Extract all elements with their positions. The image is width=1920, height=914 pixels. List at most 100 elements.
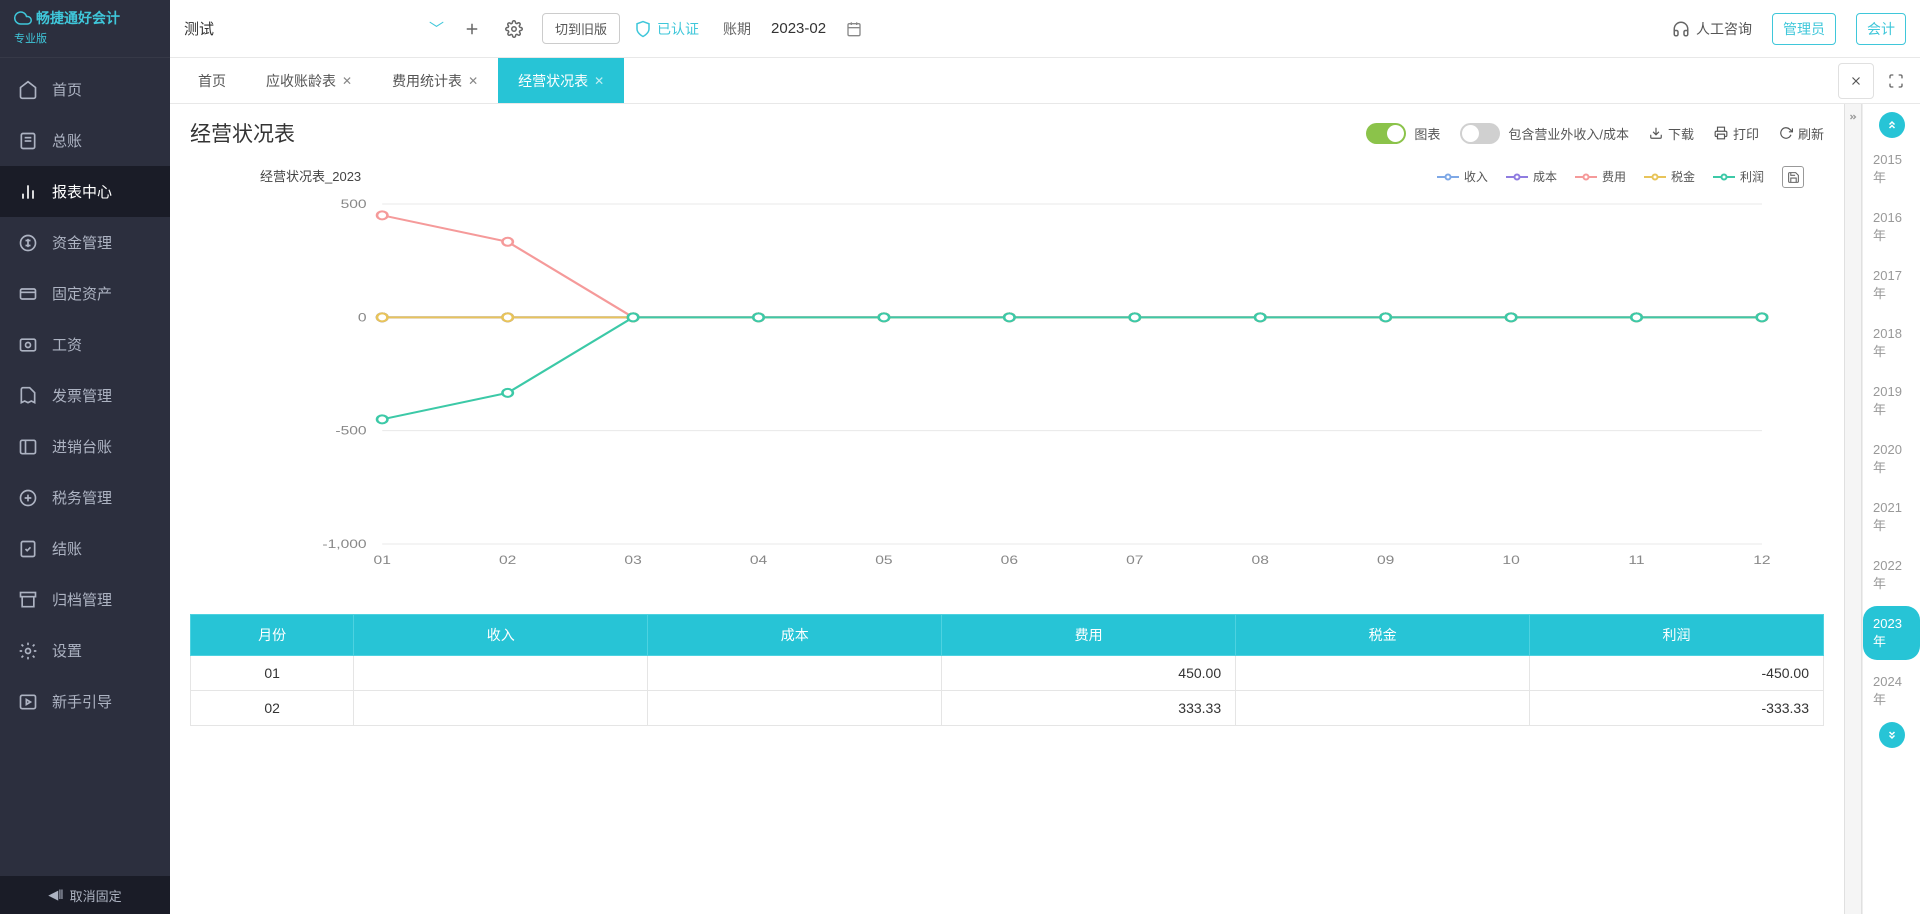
calendar-icon [846, 21, 862, 37]
svg-text:-500: -500 [335, 423, 367, 437]
sidebar-item-asset[interactable]: 固定资产 [0, 268, 170, 319]
archive-icon [18, 590, 38, 610]
legend-label: 税金 [1671, 168, 1695, 185]
year-up-button[interactable] [1879, 112, 1905, 138]
add-button[interactable] [458, 15, 486, 43]
svg-text:05: 05 [875, 553, 893, 567]
tab-close-all-button[interactable] [1838, 63, 1874, 99]
year-item[interactable]: 2020年 [1863, 432, 1920, 486]
legend-item[interactable]: 费用 [1575, 168, 1626, 185]
close-icon [1849, 74, 1863, 88]
print-button[interactable]: 打印 [1714, 124, 1759, 143]
year-item[interactable]: 2022年 [1863, 548, 1920, 602]
sidebar-item-close[interactable]: 结账 [0, 523, 170, 574]
pin-toggle[interactable]: ◀‖ 取消固定 [0, 876, 170, 914]
sidebar-item-home[interactable]: 首页 [0, 64, 170, 115]
tab[interactable]: 应收账龄表 ✕ [246, 58, 372, 103]
page-title: 经营状况表 [190, 118, 295, 148]
support-label: 人工咨询 [1696, 19, 1752, 39]
year-item[interactable]: 2018年 [1863, 316, 1920, 370]
content: 经营状况表 图表 包含营业外收入/成本 下载 [170, 104, 1920, 914]
tab-close-icon[interactable]: ✕ [468, 74, 478, 88]
settings-button[interactable] [500, 15, 528, 43]
sidebar-item-money[interactable]: 资金管理 [0, 217, 170, 268]
role-admin-button[interactable]: 管理员 [1772, 13, 1836, 45]
chart-toggle[interactable] [1366, 123, 1406, 144]
sidebar-item-chart[interactable]: 报表中心 [0, 166, 170, 217]
refresh-label: 刷新 [1798, 124, 1824, 143]
legend-label: 利润 [1740, 168, 1764, 185]
sidebar-item-guide[interactable]: 新手引导 [0, 676, 170, 727]
cell-expense: 333.33 [942, 691, 1236, 726]
brand-logo: 畅捷通好会计 [14, 8, 156, 28]
download-icon [1649, 126, 1663, 140]
year-item[interactable]: 2021年 [1863, 490, 1920, 544]
cell-tax [1236, 656, 1530, 691]
svg-text:02: 02 [499, 553, 517, 567]
sidebar-item-tax[interactable]: 税务管理 [0, 472, 170, 523]
year-item[interactable]: 2019年 [1863, 374, 1920, 428]
ledger-icon [18, 131, 38, 151]
legend-label: 费用 [1602, 168, 1626, 185]
legend-item[interactable]: 利润 [1713, 168, 1764, 185]
page-header: 经营状况表 图表 包含营业外收入/成本 下载 [190, 118, 1824, 148]
controls: 图表 包含营业外收入/成本 下载 打印 [1366, 123, 1824, 144]
cloud-icon [14, 9, 32, 27]
period-label: 账期 [723, 19, 751, 39]
sidebar-item-archive[interactable]: 归档管理 [0, 574, 170, 625]
download-label: 下载 [1668, 124, 1694, 143]
year-item[interactable]: 2023年 [1863, 606, 1920, 660]
sidebar-item-label: 资金管理 [52, 232, 112, 253]
cell-month: 01 [191, 656, 354, 691]
refresh-button[interactable]: 刷新 [1779, 124, 1824, 143]
old-version-button[interactable]: 切到旧版 [542, 13, 620, 44]
tab-close-icon[interactable]: ✕ [594, 74, 604, 88]
sidebar-item-salary[interactable]: 工资 [0, 319, 170, 370]
legend-item[interactable]: 税金 [1644, 168, 1695, 185]
tab[interactable]: 经营状况表✕ [498, 58, 624, 103]
year-rail: 2015年2016年2017年2018年2019年2020年2021年2022年… [1862, 104, 1920, 914]
legend-label: 成本 [1533, 168, 1557, 185]
role-accountant-button[interactable]: 会计 [1856, 13, 1906, 45]
topbar: 测试 ﹀ 切到旧版 已认证 账期 2023-02 人工咨询 [170, 0, 1920, 58]
calendar-button[interactable] [840, 15, 868, 43]
fullscreen-button[interactable] [1882, 67, 1910, 95]
legend-item[interactable]: 成本 [1506, 168, 1557, 185]
legend-item[interactable]: 收入 [1437, 168, 1488, 185]
include-other-toggle[interactable] [1460, 123, 1500, 144]
svg-text:03: 03 [624, 553, 642, 567]
cell-profit: -333.33 [1530, 691, 1824, 726]
account-switcher[interactable]: 测试 ﹀ [184, 18, 444, 39]
sidebar-item-label: 归档管理 [52, 589, 112, 610]
svg-text:500: 500 [341, 197, 367, 211]
salary-icon [18, 335, 38, 355]
year-item[interactable]: 2016年 [1863, 200, 1920, 254]
main: 测试 ﹀ 切到旧版 已认证 账期 2023-02 人工咨询 [170, 0, 1920, 914]
sidebar-item-ledger[interactable]: 总账 [0, 115, 170, 166]
table-header: 利润 [1530, 615, 1824, 656]
support-button[interactable]: 人工咨询 [1672, 19, 1752, 39]
shield-icon [634, 20, 652, 38]
guide-icon [18, 692, 38, 712]
chart: 经营状况表_2023 收入成本费用税金利润 -1,000-50005000102… [190, 160, 1824, 604]
collapse-year-rail-button[interactable] [1844, 104, 1862, 914]
sidebar-item-label: 总账 [52, 130, 82, 151]
stock-icon [18, 437, 38, 457]
legend-label: 收入 [1464, 168, 1488, 185]
tab[interactable]: 费用统计表✕ [372, 58, 498, 103]
sidebar-item-label: 首页 [52, 79, 82, 100]
year-down-button[interactable] [1879, 722, 1905, 748]
year-item[interactable]: 2017年 [1863, 258, 1920, 312]
account-name: 测试 [184, 18, 421, 39]
year-item[interactable]: 2015年 [1863, 142, 1920, 196]
chart-save-button[interactable] [1782, 166, 1804, 188]
tab-close-icon[interactable]: ✕ [342, 74, 352, 88]
sidebar-item-invoice[interactable]: 发票管理 [0, 370, 170, 421]
sidebar-item-stock[interactable]: 进销台账 [0, 421, 170, 472]
tab-label: 应收账龄表 [266, 71, 336, 91]
sidebar-item-settings[interactable]: 设置 [0, 625, 170, 676]
download-button[interactable]: 下载 [1649, 124, 1694, 143]
chart-toggle-label: 图表 [1414, 124, 1440, 143]
year-item[interactable]: 2024年 [1863, 664, 1920, 718]
tab[interactable]: 首页 [178, 58, 246, 103]
